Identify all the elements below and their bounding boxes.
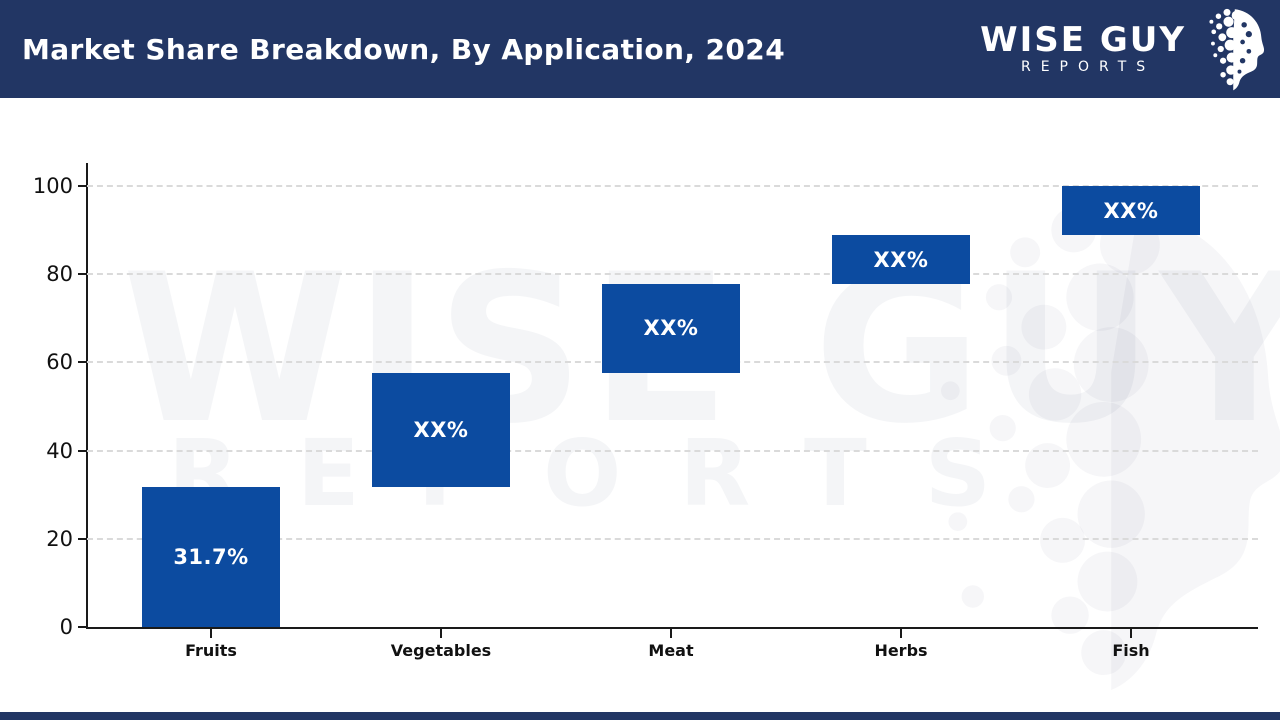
x-tick-mark <box>1130 629 1132 638</box>
logo-reports-text: REPORTS <box>1020 58 1156 75</box>
gridline-40 <box>87 449 1258 452</box>
x-axis-label-herbs: Herbs <box>874 641 928 660</box>
header-bar: Market Share Breakdown, By Application, … <box>0 0 1280 98</box>
y-axis-line <box>86 163 88 627</box>
chart-plot-area: 0 20 40 60 80 100 31.7% Fruits XX% Vegetables XX%… <box>0 98 1280 712</box>
x-axis-line <box>86 627 1258 629</box>
footer-bar <box>0 712 1280 720</box>
x-axis-label-fruits: Fruits <box>185 641 237 660</box>
bar-value-label-fruits: 31.7% <box>173 545 249 570</box>
bar-value-label-vegetables: XX% <box>413 418 469 443</box>
gridline-20 <box>87 537 1258 540</box>
x-axis-label-vegetables: Vegetables <box>390 641 492 660</box>
x-tick-mark <box>900 629 902 638</box>
x-tick-mark <box>440 629 442 638</box>
bar-fruits: 31.7% <box>142 487 280 627</box>
x-axis-label-fish: Fish <box>1112 641 1150 660</box>
y-tick-label-80: 80 <box>46 262 73 287</box>
wise-guy-head-icon <box>1209 8 1265 91</box>
bar-meat: XX% <box>602 283 740 373</box>
page-title: Market Share Breakdown, By Application, … <box>22 32 786 66</box>
y-tick-label-100: 100 <box>32 174 73 198</box>
y-tick-mark <box>78 361 87 364</box>
bar-value-label-herbs: XX% <box>873 247 929 272</box>
wise-guy-logo: WISE GUY REPORTS <box>980 6 1280 92</box>
watermark-reports: REPORTS <box>168 420 1050 527</box>
bar-value-label-meat: XX% <box>643 316 699 341</box>
y-tick-label-20: 20 <box>46 526 73 551</box>
y-tick-label-0: 0 <box>59 615 73 639</box>
x-tick-mark <box>670 629 672 638</box>
y-tick-label-60: 60 <box>46 350 73 375</box>
y-tick-label-40: 40 <box>46 438 73 463</box>
y-tick-mark <box>78 449 87 452</box>
gridline-80 <box>87 273 1258 276</box>
y-tick-mark <box>78 185 87 187</box>
bar-herbs: XX% <box>832 235 970 284</box>
bar-value-label-fish: XX% <box>1103 198 1159 223</box>
bar-vegetables: XX% <box>372 372 510 488</box>
y-tick-mark <box>78 273 87 276</box>
x-tick-mark <box>210 629 212 638</box>
x-axis-label-meat: Meat <box>648 641 694 660</box>
y-tick-mark <box>78 626 87 628</box>
y-tick-mark <box>78 537 87 540</box>
gridline-100 <box>87 185 1258 187</box>
logo-wordmark: WISE GUY <box>980 20 1186 61</box>
bar-fish: XX% <box>1062 186 1200 236</box>
